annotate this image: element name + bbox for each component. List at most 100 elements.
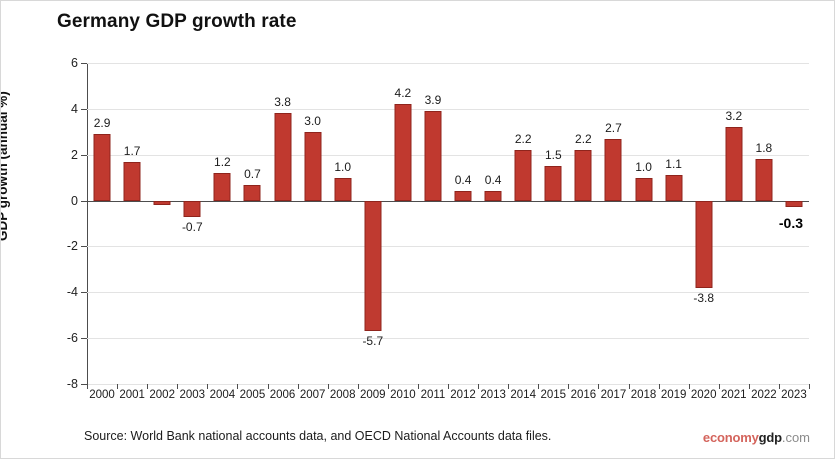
- bar-group[interactable]: 2.9 2000: [87, 63, 117, 401]
- x-axis-label: 2017: [600, 389, 627, 401]
- gridline: [87, 63, 809, 64]
- x-axis-label: 2011: [420, 389, 446, 401]
- bar-group[interactable]: 0.7 2005: [237, 63, 267, 401]
- bar[interactable]: [364, 200, 382, 332]
- x-axis-tick: [809, 384, 810, 389]
- x-axis-label: 2021: [720, 389, 747, 401]
- x-axis-tick: [568, 384, 570, 389]
- bar-group[interactable]: -3.8 2020: [689, 63, 719, 401]
- y-axis-label: 2: [71, 147, 78, 162]
- bar-group[interactable]: -0.3 2023: [778, 63, 809, 401]
- bar-group[interactable]: 2.7 2017: [598, 63, 628, 401]
- bar-group[interactable]: 0.4 2012: [448, 63, 478, 401]
- bar[interactable]: [304, 131, 322, 201]
- bar-group[interactable]: -0.7 2003: [177, 63, 207, 401]
- bar-value-label: -5.7: [362, 334, 384, 349]
- bar-group[interactable]: 3.8 2006: [268, 63, 298, 401]
- y-axis-tick: [81, 200, 87, 202]
- bar-group[interactable]: 1.7 2001: [117, 63, 147, 401]
- bar[interactable]: [755, 159, 773, 201]
- y-axis-label: -6: [66, 331, 78, 346]
- x-axis-label: 2001: [119, 389, 145, 401]
- bar-group[interactable]: 1.8 2022: [749, 63, 779, 401]
- bar[interactable]: [243, 184, 261, 201]
- x-axis-label: 2016: [570, 389, 597, 401]
- bar-group[interactable]: 1.1 2019: [659, 63, 689, 401]
- bar[interactable]: [574, 150, 592, 201]
- x-axis-tick: [538, 384, 540, 389]
- bar-value-label: -0.3: [778, 214, 803, 231]
- x-axis-tick: [237, 384, 239, 389]
- bar-value-label: 1.8: [755, 141, 773, 156]
- bar[interactable]: [424, 111, 442, 201]
- gridline: [87, 338, 809, 340]
- bar-value-label: 2.2: [575, 132, 592, 147]
- bar-value-label: 2.7: [605, 120, 622, 135]
- bar[interactable]: [153, 200, 171, 206]
- bar[interactable]: [93, 134, 111, 201]
- bar-group[interactable]: 0.4 2013: [478, 63, 508, 401]
- x-axis-tick: [417, 384, 419, 389]
- bar-group[interactable]: 2002: [147, 63, 177, 401]
- logo-part-economy: economy: [702, 430, 759, 445]
- bar-group[interactable]: 3.0 2007: [298, 63, 328, 401]
- y-axis-tick: [81, 108, 87, 110]
- y-axis-tick: [81, 246, 87, 248]
- bar-group[interactable]: 1.5 2015: [538, 63, 568, 401]
- x-axis-label: 2002: [149, 389, 175, 401]
- bar-group[interactable]: -5.7 2009: [358, 63, 388, 401]
- gridline: [87, 246, 809, 248]
- logo-part-gdp: gdp: [758, 430, 782, 445]
- y-axis-tick: [81, 338, 87, 340]
- bar[interactable]: [123, 161, 141, 201]
- bar-group[interactable]: 2.2 2014: [508, 63, 538, 401]
- x-axis-label: 2007: [299, 389, 326, 401]
- x-axis-label: 2019: [660, 389, 687, 401]
- x-axis-tick: [267, 384, 269, 389]
- bar[interactable]: [635, 177, 653, 201]
- bar[interactable]: [394, 104, 412, 201]
- x-axis-label: 2014: [510, 389, 536, 401]
- bar[interactable]: [183, 200, 201, 217]
- bar[interactable]: [785, 200, 803, 208]
- bar-value-label: 1.0: [334, 159, 352, 174]
- y-axis-label: 0: [71, 193, 78, 208]
- bar[interactable]: [725, 127, 743, 201]
- x-axis-label: 2022: [751, 389, 777, 401]
- bar-group[interactable]: 3.2 2021: [719, 63, 749, 401]
- bar[interactable]: [484, 191, 502, 201]
- bar[interactable]: [604, 138, 622, 201]
- bar-group[interactable]: 1.2 2004: [207, 63, 237, 401]
- x-axis-label: 2010: [390, 389, 416, 401]
- x-axis-label: 2015: [540, 389, 567, 401]
- page-title: Germany GDP growth rate: [57, 11, 297, 32]
- bar[interactable]: [274, 113, 292, 201]
- bar-group[interactable]: 1.0 2008: [328, 63, 358, 401]
- bar[interactable]: [514, 150, 532, 201]
- bar[interactable]: [544, 166, 562, 201]
- x-axis-tick: [748, 384, 750, 389]
- y-axis-label: 6: [71, 56, 78, 70]
- x-axis-label: 2020: [690, 389, 717, 401]
- source-note: Source: World Bank national accounts dat…: [84, 429, 552, 443]
- bar[interactable]: [665, 175, 683, 201]
- x-axis-label: 2000: [89, 389, 115, 401]
- bar-value-label: 2.2: [514, 132, 532, 147]
- bar-value-label: 3.8: [274, 95, 291, 110]
- bar-group[interactable]: 2.2 2016: [568, 63, 598, 401]
- bar-group[interactable]: 4.2 2010: [388, 63, 418, 401]
- bar-value-label: 3.0: [304, 113, 321, 128]
- bar-value-label: 1.2: [214, 155, 231, 170]
- bar[interactable]: [213, 173, 231, 201]
- bar[interactable]: [334, 177, 352, 201]
- x-axis-tick: [357, 384, 359, 389]
- bar[interactable]: [695, 200, 713, 288]
- x-axis-tick: [297, 384, 299, 389]
- bar-value-label: -3.8: [693, 290, 715, 305]
- bar-value-label: 3.2: [725, 109, 743, 124]
- bar-value-label: -0.7: [181, 219, 203, 234]
- bar-group[interactable]: 1.0 2018: [629, 63, 659, 401]
- bar-group[interactable]: 3.9 2011: [418, 63, 448, 401]
- bar[interactable]: [454, 191, 472, 201]
- site-logo: economygdp.com: [703, 430, 810, 445]
